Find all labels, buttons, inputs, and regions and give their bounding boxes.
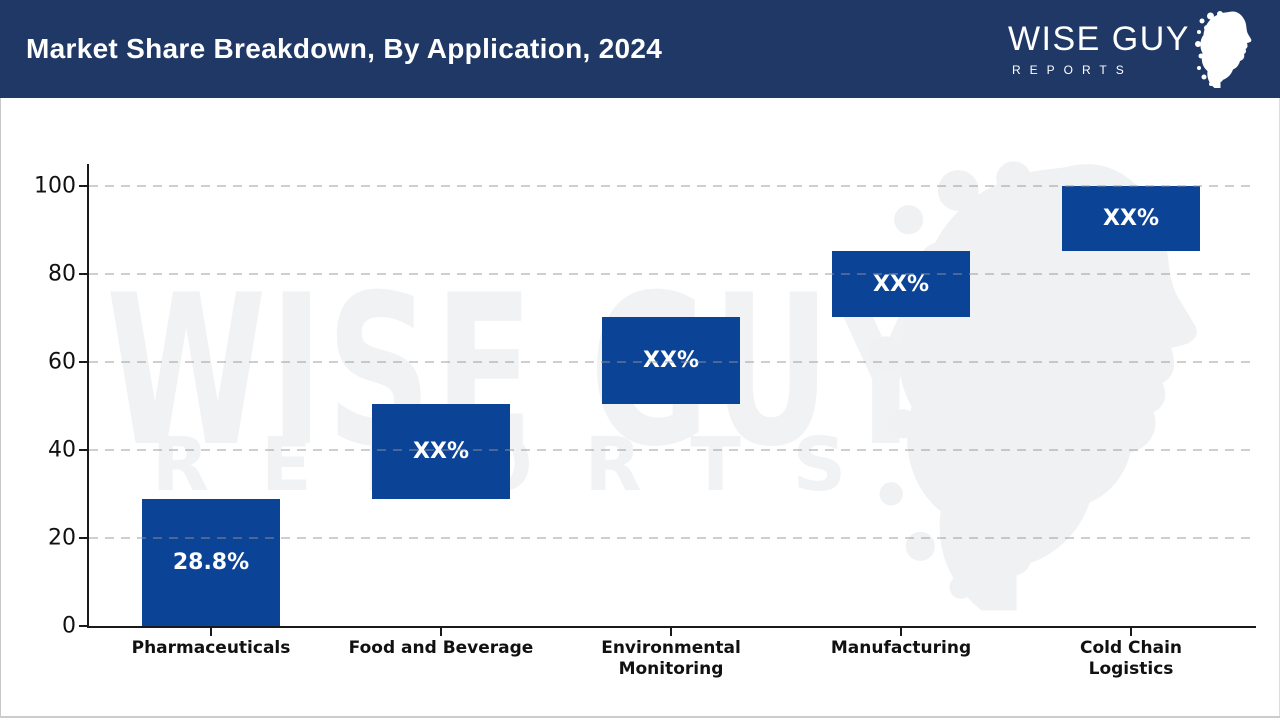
- x-tick-pharmaceuticals: [210, 628, 212, 636]
- y-tick-label-0: 0: [62, 613, 76, 639]
- bar-environmental-monitoring: XX%: [602, 317, 740, 404]
- x-tick-cold-chain-logistics: [1130, 628, 1132, 636]
- bar-value-label: XX%: [873, 271, 929, 297]
- y-tick-label-80: 80: [48, 261, 76, 287]
- page-left-border: [0, 98, 1, 718]
- wise-guy-reports-logo: WISE GUY REPORTS: [1008, 9, 1254, 89]
- logo-text: WISE GUY REPORTS: [1008, 22, 1190, 77]
- dotted-head-icon: [1194, 9, 1254, 89]
- x-tick-environmental-monitoring: [670, 628, 672, 636]
- bar-cold-chain-logistics: XX%: [1062, 186, 1200, 252]
- x-label-manufacturing: Manufacturing: [830, 638, 972, 658]
- gridline-80: [89, 273, 1256, 275]
- header-band: Market Share Breakdown, By Application, …: [0, 0, 1280, 98]
- x-label-food-and-beverage: Food and Beverage: [348, 638, 534, 658]
- bar-pharmaceuticals: 28.8%: [142, 499, 280, 626]
- y-tick-20: [79, 537, 87, 539]
- x-label-cold-chain-logistics: Cold Chain Logistics: [1079, 638, 1183, 680]
- gridline-100: [89, 185, 1256, 187]
- x-axis-line: [87, 626, 1256, 628]
- bar-manufacturing: XX%: [832, 251, 970, 318]
- x-label-pharmaceuticals: Pharmaceuticals: [131, 638, 291, 658]
- bar-value-label: XX%: [413, 439, 469, 465]
- y-axis-line: [87, 164, 89, 628]
- gridline-20: [89, 537, 1256, 539]
- y-tick-0: [79, 625, 87, 627]
- y-tick-label-20: 20: [48, 525, 76, 551]
- page-title: Market Share Breakdown, By Application, …: [26, 33, 663, 64]
- x-tick-food-and-beverage: [440, 628, 442, 636]
- y-tick-100: [79, 185, 87, 187]
- x-label-environmental-monitoring: Environmental Monitoring: [601, 638, 741, 680]
- bar-food-and-beverage: XX%: [372, 403, 510, 500]
- y-axis-labels: 0 20 40 60 80 100: [0, 164, 76, 639]
- logo-wordmark: WISE GUY: [1007, 19, 1190, 58]
- bar-value-label: 28.8%: [172, 550, 250, 576]
- x-tick-manufacturing: [900, 628, 902, 636]
- bar-value-label: XX%: [1103, 206, 1159, 232]
- y-tick-40: [79, 449, 87, 451]
- footer-rule: [0, 716, 1280, 718]
- y-tick-60: [79, 361, 87, 363]
- watermark-wordmark: WISE GUY: [106, 251, 942, 493]
- plot-area: 28.8% Pharmaceuticals XX% Food and Beverage…: [79, 164, 1256, 679]
- y-tick-label-100: 100: [34, 173, 76, 199]
- gridline-40: [89, 449, 1256, 451]
- gridline-60: [89, 361, 1256, 363]
- bar-value-label: XX%: [643, 347, 699, 373]
- y-tick-label-40: 40: [48, 437, 76, 463]
- y-tick-label-60: 60: [48, 349, 76, 375]
- logo-subtitle: REPORTS: [1011, 62, 1133, 77]
- y-tick-80: [79, 273, 87, 275]
